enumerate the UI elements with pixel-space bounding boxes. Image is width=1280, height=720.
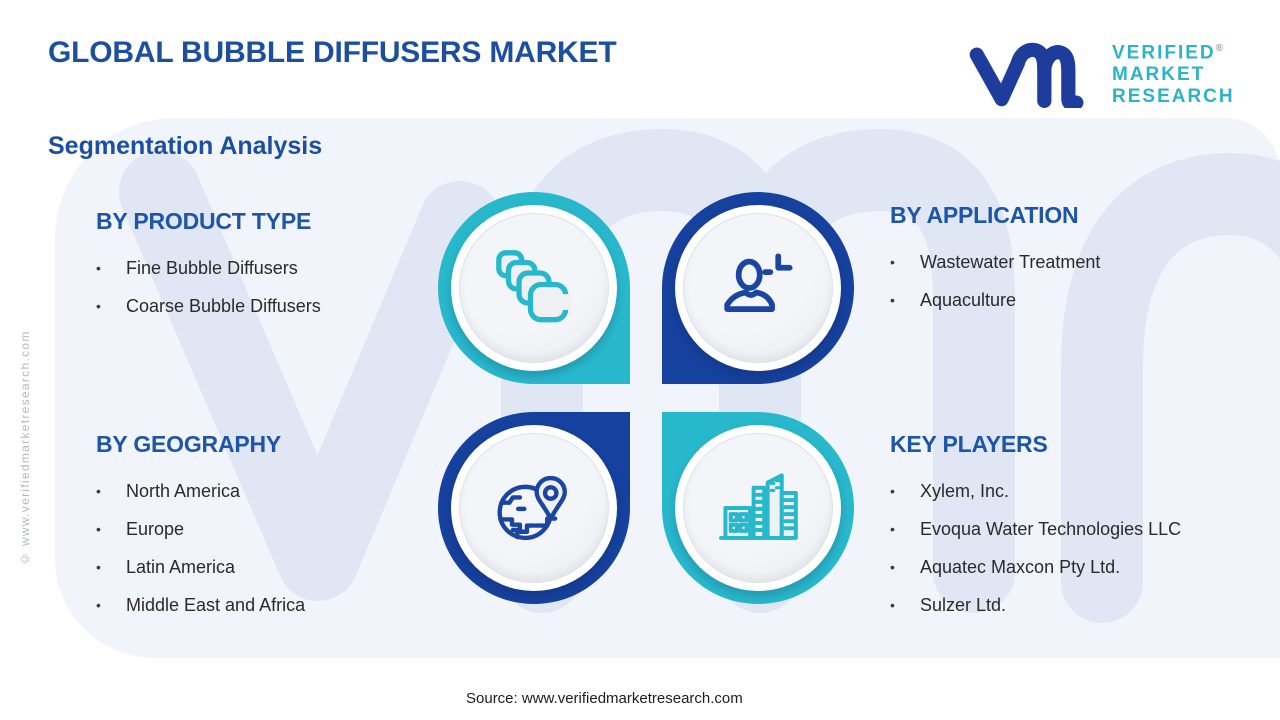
section-key-players: KEY PLAYERS • Xylem, Inc. • Evoqua Water Te…	[890, 431, 1280, 624]
list-item-label: Sulzer Ltd.	[920, 594, 1007, 615]
logo-wordmark: VERIFIED® MARKET RESEARCH	[1112, 38, 1235, 108]
bullet-dot: •	[96, 559, 101, 575]
section-list: • Fine Bubble Diffusers • Coarse Bubble Dif…	[96, 249, 436, 325]
list-item: • Wastewater Treatment	[890, 243, 1270, 281]
logo-line-market: MARKET	[1112, 64, 1206, 86]
vm-monogram-icon	[969, 42, 1084, 108]
list-item-label: Middle East and Africa	[126, 594, 306, 615]
page-title: GLOBAL BUBBLE DIFFUSERS MARKET	[48, 36, 617, 69]
bullet-dot: •	[96, 597, 101, 613]
bullet-dot: •	[96, 298, 101, 314]
section-application: BY APPLICATION • Wastewater Treatment • Aqu…	[890, 202, 1270, 319]
side-copyright: © www.verifiedmarketresearch.com	[18, 330, 32, 566]
page-subtitle: Segmentation Analysis	[48, 132, 323, 160]
quadrant-plate	[459, 213, 609, 363]
bullet-dot: •	[96, 483, 101, 499]
list-item: • Evoqua Water Technologies LLC	[890, 510, 1280, 548]
list-item: • Coarse Bubble Diffusers	[96, 287, 436, 325]
section-list: • North America • Europe • Latin America • Midd…	[96, 472, 436, 624]
bullet-dot: •	[890, 597, 895, 613]
section-heading: KEY PLAYERS	[890, 431, 1048, 457]
quadrant-application	[662, 192, 854, 384]
bullet-dot: •	[890, 292, 895, 308]
list-item: • Aquaculture	[890, 281, 1270, 319]
section-heading: BY GEOGRAPHY	[96, 431, 282, 457]
section-list: • Wastewater Treatment • Aquaculture	[890, 243, 1270, 319]
source-note: Source: www.verifiedmarketresearch.com	[466, 690, 743, 707]
section-heading: BY APPLICATION	[890, 202, 1079, 228]
quadrant-geography	[438, 412, 630, 604]
bullet-dot: •	[890, 254, 895, 270]
list-item-label: Xylem, Inc.	[920, 480, 1010, 501]
bullet-dot: •	[890, 521, 895, 537]
buildings-icon	[719, 473, 798, 540]
logo-line-research: RESEARCH	[1112, 86, 1235, 108]
list-item: • Xylem, Inc.	[890, 472, 1280, 510]
list-item-label: Fine Bubble Diffusers	[126, 257, 298, 278]
bullet-dot: •	[96, 521, 101, 537]
quadrant-plate	[683, 213, 833, 363]
quadrant-plate	[683, 433, 833, 583]
logo-line-verified: VERIFIED®	[1112, 42, 1223, 64]
list-item: • Fine Bubble Diffusers	[96, 249, 436, 287]
list-item: • Europe	[96, 510, 436, 548]
list-item-label: North America	[126, 480, 241, 501]
globe-pin-icon	[497, 475, 567, 541]
section-geography: BY GEOGRAPHY • North America • Europe • Latin…	[96, 431, 436, 624]
list-item: • Aquatec Maxcon Pty Ltd.	[890, 548, 1280, 586]
list-item: • Latin America	[96, 548, 436, 586]
registered-mark: ®	[1215, 43, 1223, 54]
quadrant-key-players	[662, 412, 854, 604]
vmr-logo: VERIFIED® MARKET RESEARCH	[962, 28, 1235, 108]
list-item-label: Evoqua Water Technologies LLC	[920, 518, 1182, 539]
quadrant-product-type	[438, 192, 630, 384]
bullet-dot: •	[96, 260, 101, 276]
section-product-type: BY PRODUCT TYPE • Fine Bubble Diffusers • C…	[96, 208, 436, 325]
section-list: • Xylem, Inc. • Evoqua Water Technologies L…	[890, 472, 1280, 624]
watermark-letter-v	[119, 151, 501, 601]
list-item-label: Coarse Bubble Diffusers	[126, 295, 321, 316]
list-item: • North America	[96, 472, 436, 510]
list-item-label: Latin America	[126, 556, 236, 577]
bullet-dot: •	[890, 559, 895, 575]
list-item-label: Aquaculture	[920, 289, 1017, 310]
watermark-letter-r	[1061, 153, 1280, 623]
person-icon	[724, 253, 793, 312]
list-item: • Sulzer Ltd.	[890, 586, 1280, 624]
list-item-label: Europe	[126, 518, 185, 539]
quadrant-plate	[459, 433, 609, 583]
section-heading: BY PRODUCT TYPE	[96, 208, 312, 234]
list-item-label: Aquatec Maxcon Pty Ltd.	[920, 556, 1121, 577]
bullet-dot: •	[890, 483, 895, 499]
list-item: • Middle East and Africa	[96, 586, 436, 624]
bubble-squares-icon	[496, 250, 572, 323]
list-item-label: Wastewater Treatment	[920, 251, 1101, 272]
